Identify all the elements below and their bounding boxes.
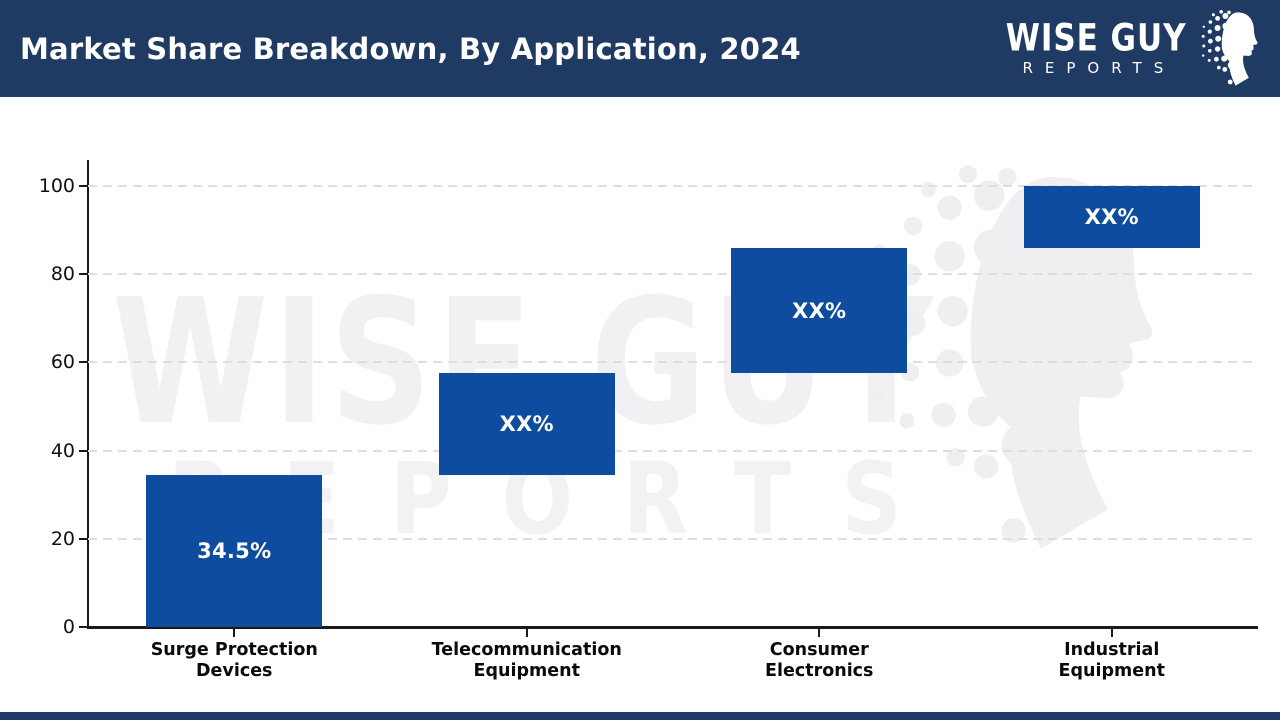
- category-label: Consumer Electronics: [765, 640, 874, 681]
- y-tick-60: [79, 361, 87, 364]
- y-tick-80: [79, 273, 87, 276]
- brand-name: WISE GUY: [1005, 15, 1187, 60]
- bar-segment: XX%: [1023, 186, 1200, 248]
- bar-value-label: XX%: [1084, 204, 1139, 229]
- gridline-y-80: [88, 273, 1258, 276]
- y-tick-label-100: 100: [38, 175, 75, 197]
- category-label: Industrial Equipment: [1058, 640, 1165, 681]
- y-tick-40: [79, 449, 87, 452]
- brand-logo: WISE GUY REPORTS: [1000, 9, 1262, 88]
- y-tick-20: [79, 537, 87, 540]
- x-axis-line: [87, 626, 1258, 629]
- page-title: Market Share Breakdown, By Application, …: [20, 31, 801, 66]
- gridline-y-60: [88, 361, 1258, 364]
- y-tick-0: [79, 626, 87, 628]
- y-tick-label-20: 20: [50, 527, 75, 550]
- x-tick: [233, 629, 236, 637]
- header: Market Share Breakdown, By Application, …: [0, 0, 1280, 97]
- y-tick-label-60: 60: [50, 351, 75, 374]
- gridline-y-40: [88, 449, 1258, 452]
- brand-subname: REPORTS: [1022, 59, 1176, 77]
- brand-text: WISE GUY REPORTS: [1000, 15, 1192, 77]
- y-tick-label-40: 40: [50, 439, 75, 462]
- x-tick: [818, 629, 821, 637]
- bar-value-label: 34.5%: [197, 538, 272, 563]
- category-label: Telecommunication Equipment: [431, 640, 622, 681]
- bar-segment: XX%: [731, 247, 908, 374]
- y-axis-line: [87, 160, 89, 628]
- y-tick-label-0: 0: [62, 616, 75, 638]
- gridline-y-20: [88, 537, 1258, 540]
- bar-value-label: XX%: [792, 298, 847, 323]
- x-tick: [1110, 629, 1113, 637]
- x-tick: [525, 629, 528, 637]
- bar-segment: XX%: [438, 373, 615, 475]
- bar-value-label: XX%: [499, 412, 554, 437]
- chart-area: WISE GUY REPORTS 02040608010034.5%Surge …: [0, 97, 1280, 712]
- footer-accent-bar: [0, 712, 1280, 720]
- gridline-y-100: [88, 185, 1258, 187]
- category-label: Surge Protection Devices: [150, 640, 318, 681]
- y-tick-label-80: 80: [50, 263, 75, 286]
- bar-segment: 34.5%: [146, 474, 323, 627]
- y-tick-100: [79, 185, 87, 187]
